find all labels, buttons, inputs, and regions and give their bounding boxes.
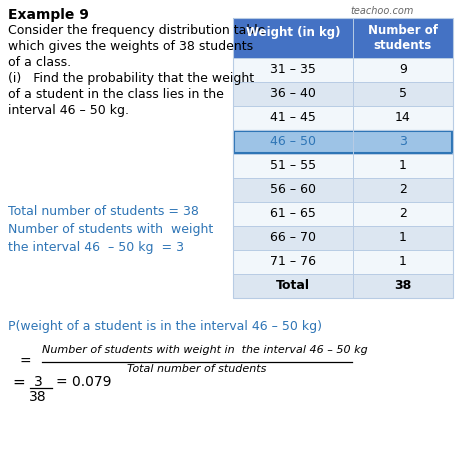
Bar [233,274,353,298]
Text: =: = [20,355,32,369]
Text: students: students [374,39,432,52]
Text: 3: 3 [399,135,407,148]
Text: Example 9: Example 9 [8,8,89,22]
Bar [233,82,353,106]
Bar [233,178,353,202]
Text: which gives the weights of 38 students: which gives the weights of 38 students [8,40,253,53]
Bar [353,178,453,202]
Text: Total number of students = 38: Total number of students = 38 [8,205,199,218]
Text: 61 – 65: 61 – 65 [270,207,316,220]
Text: teachoo.com: teachoo.com [350,6,413,16]
Text: 2: 2 [399,183,407,196]
Text: 36 – 40: 36 – 40 [270,87,316,100]
Text: = 0.079: = 0.079 [56,375,111,389]
Text: 1: 1 [399,255,407,268]
Text: 38: 38 [29,390,47,404]
Text: 56 – 60: 56 – 60 [270,183,316,196]
Text: Number of students with weight in  the interval 46 – 50 kg: Number of students with weight in the in… [42,345,368,355]
Text: of a student in the class lies in the: of a student in the class lies in the [8,88,224,101]
Bar [233,106,353,130]
Bar [233,18,453,58]
Bar [233,202,353,226]
Text: 2: 2 [399,207,407,220]
Text: 9: 9 [399,63,407,76]
Text: (i)   Find the probability that the weight: (i) Find the probability that the weight [8,72,254,85]
Text: 46 – 50: 46 – 50 [270,135,316,148]
Bar [233,154,353,178]
Bar [353,250,453,274]
Bar [353,58,453,82]
Text: of a class.: of a class. [8,56,71,69]
Text: 14: 14 [395,111,411,124]
Text: 1: 1 [399,159,407,172]
Bar [233,130,353,154]
Bar [233,18,453,298]
Bar [353,130,453,154]
Text: =: = [12,375,25,390]
Text: 41 – 45: 41 – 45 [270,111,316,124]
Text: the interval 46  – 50 kg  = 3: the interval 46 – 50 kg = 3 [8,241,184,254]
Text: 66 – 70: 66 – 70 [270,231,316,244]
Text: Number of: Number of [368,24,438,37]
Text: interval 46 – 50 kg.: interval 46 – 50 kg. [8,104,129,117]
Bar [353,274,453,298]
Text: 3: 3 [34,375,42,389]
Bar [233,250,353,274]
Text: 1: 1 [399,231,407,244]
Text: Weight (in kg): Weight (in kg) [246,26,340,39]
Bar [353,202,453,226]
Text: Total: Total [276,279,310,292]
Text: 71 – 76: 71 – 76 [270,255,316,268]
Text: 31 – 35: 31 – 35 [270,63,316,76]
Bar [353,226,453,250]
Text: P(weight of a student is in the interval 46 – 50 kg): P(weight of a student is in the interval… [8,320,322,333]
Bar [233,58,353,82]
Bar [233,226,353,250]
Text: Consider the frequency distribution table: Consider the frequency distribution tabl… [8,24,265,37]
Text: 5: 5 [399,87,407,100]
Bar [353,106,453,130]
Text: Total number of students: Total number of students [128,364,267,374]
Text: Number of students with  weight: Number of students with weight [8,223,213,236]
Text: 38: 38 [394,279,411,292]
Bar [353,82,453,106]
Text: 51 – 55: 51 – 55 [270,159,316,172]
Bar [353,154,453,178]
